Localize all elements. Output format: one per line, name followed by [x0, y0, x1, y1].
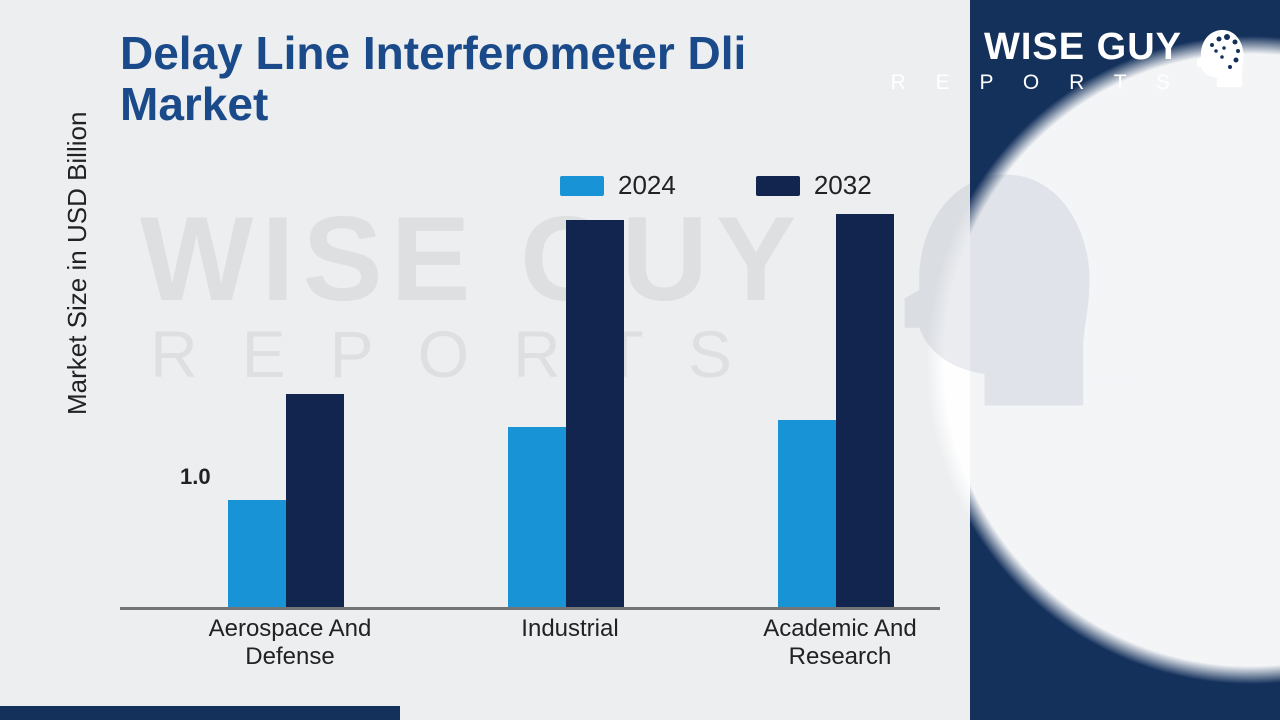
category-label-2: Academic And Research: [740, 615, 940, 670]
brand-logo: WISE GUY R E P O R T S: [891, 28, 1248, 93]
bar-group-0: Aerospace And Defense: [210, 210, 370, 610]
legend-label-2024: 2024: [618, 170, 676, 201]
legend-item-2032: 2032: [756, 170, 872, 201]
legend-label-2032: 2032: [814, 170, 872, 201]
category-label-0: Aerospace And Defense: [190, 615, 390, 670]
bar-group-1: Industrial: [490, 210, 650, 610]
y-axis-label: Market Size in USD Billion: [62, 112, 93, 415]
bar-2024-academic: [778, 420, 836, 607]
bar-2032-academic: [836, 214, 894, 607]
chart-stage: WISE GUY REPORTS WISE GUY R E P O R T S: [0, 0, 1280, 720]
category-label-1: Industrial: [470, 615, 670, 643]
legend: 2024 2032: [560, 170, 872, 201]
y-tick-label: 1.0: [180, 464, 211, 490]
legend-swatch-2032: [756, 176, 800, 196]
legend-swatch-2024: [560, 176, 604, 196]
bar-2024-industrial: [508, 427, 566, 607]
brand-line2: R E P O R T S: [891, 72, 1182, 93]
bar-group-2: Academic And Research: [760, 210, 920, 610]
chart-title: Delay Line Interferometer Dli Market: [120, 28, 840, 129]
bar-2032-aerospace: [286, 394, 344, 607]
plot-area: 1.0 Aerospace And Defense Industrial Aca…: [120, 210, 940, 610]
brand-line1: WISE GUY: [891, 28, 1182, 66]
brand-head-icon: [1192, 28, 1248, 88]
bar-2032-industrial: [566, 220, 624, 607]
legend-item-2024: 2024: [560, 170, 676, 201]
bottom-band: [0, 706, 400, 720]
bar-2024-aerospace: [228, 500, 286, 607]
